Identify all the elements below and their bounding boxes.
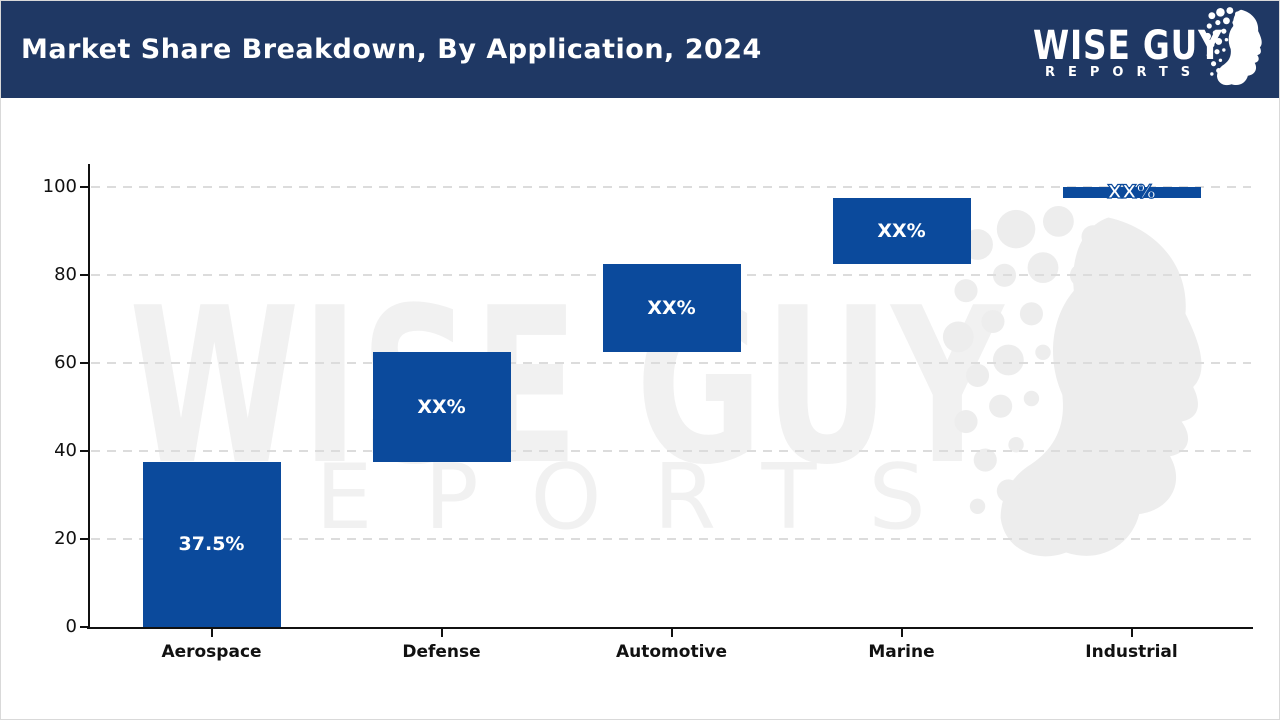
bar-value-label: 37.5% bbox=[178, 533, 245, 555]
bar-value-label: XX% bbox=[417, 395, 466, 418]
x-axis-line bbox=[87, 627, 1253, 629]
y-tick-label: 100 bbox=[42, 176, 77, 197]
bar-automotive: XX% bbox=[602, 264, 741, 352]
x-tick-label-marine: Marine bbox=[868, 642, 935, 662]
bar-value-label: XX% bbox=[1107, 181, 1157, 203]
gridline-20 bbox=[91, 538, 1251, 540]
bar-value-label: XX% bbox=[647, 296, 696, 319]
x-tick-mark bbox=[1130, 629, 1133, 637]
y-tick-mark bbox=[80, 450, 89, 452]
page-title: Market Share Breakdown, By Application, … bbox=[21, 34, 762, 65]
y-tick-mark bbox=[80, 538, 89, 540]
x-tick-label-aerospace: Aerospace bbox=[161, 642, 262, 662]
y-tick-mark bbox=[80, 626, 89, 628]
y-tick-label: 20 bbox=[54, 528, 77, 549]
x-tick-label-automotive: Automotive bbox=[615, 642, 728, 662]
logo-subtext: REPORTS bbox=[1045, 65, 1204, 80]
y-tick-mark bbox=[80, 274, 89, 276]
x-tick-mark bbox=[670, 629, 673, 637]
bar-industrial: XX% bbox=[1062, 182, 1201, 202]
wise-guy-logo: WISE GUY REPORTS bbox=[1031, 5, 1269, 95]
y-tick-label: 80 bbox=[54, 264, 77, 285]
x-tick-label-industrial: Industrial bbox=[1085, 642, 1178, 662]
logo-text: WISE GUY bbox=[1033, 23, 1223, 69]
y-tick-label: 0 bbox=[65, 616, 77, 637]
y-tick-label: 40 bbox=[54, 440, 77, 461]
bar-value-label: XX% bbox=[877, 219, 926, 242]
x-tick-mark bbox=[900, 629, 903, 637]
gridline-100 bbox=[91, 186, 1251, 188]
x-tick-label-defense: Defense bbox=[402, 642, 481, 662]
x-tick-mark bbox=[440, 629, 443, 637]
bar-defense: XX% bbox=[372, 352, 511, 462]
bar-marine: XX% bbox=[832, 198, 971, 264]
header: Market Share Breakdown, By Application, … bbox=[1, 1, 1279, 98]
y-tick-label: 60 bbox=[54, 352, 77, 373]
x-tick-mark bbox=[210, 629, 213, 637]
y-tick-mark bbox=[80, 186, 89, 188]
y-tick-mark bbox=[80, 362, 89, 364]
gridline-40 bbox=[91, 450, 1251, 452]
y-axis-line bbox=[88, 164, 90, 629]
gridline-60 bbox=[91, 362, 1251, 364]
bar-aerospace: 37.5% bbox=[142, 462, 281, 627]
